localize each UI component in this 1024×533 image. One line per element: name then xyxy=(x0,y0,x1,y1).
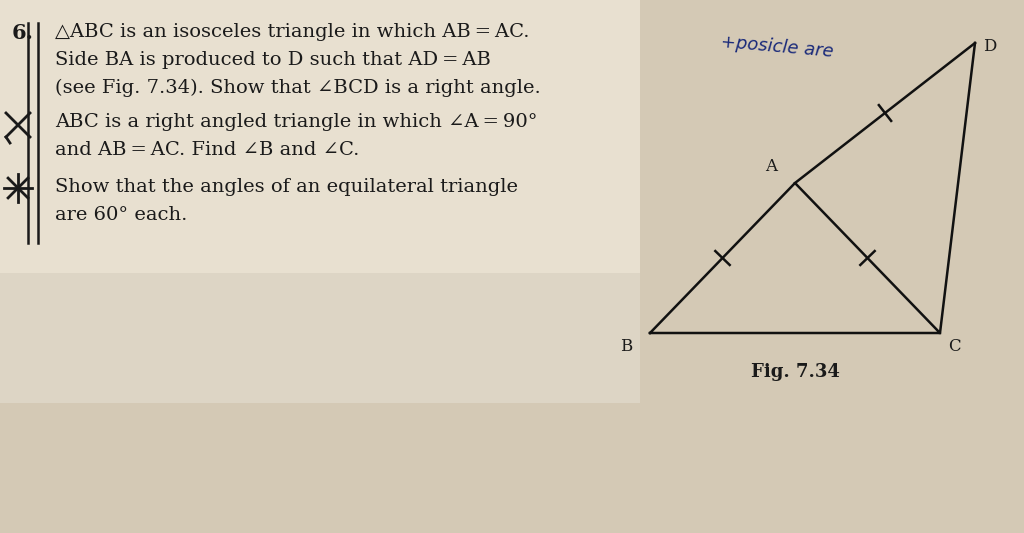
Text: (see Fig. 7.34). Show that ∠BCD is a right angle.: (see Fig. 7.34). Show that ∠BCD is a rig… xyxy=(55,79,541,97)
Text: D: D xyxy=(983,38,996,55)
Text: C: C xyxy=(948,338,961,355)
Text: ABC is a right angled triangle in which ∠A = 90°: ABC is a right angled triangle in which … xyxy=(55,113,538,131)
Text: are 60° each.: are 60° each. xyxy=(55,206,187,224)
Text: and AB = AC. Find ∠B and ∠C.: and AB = AC. Find ∠B and ∠C. xyxy=(55,141,359,159)
Text: Side BA is produced to D such that AD = AB: Side BA is produced to D such that AD = … xyxy=(55,51,490,69)
Bar xyxy=(0,0,640,273)
Bar xyxy=(0,273,640,403)
Text: +posicle are: +posicle are xyxy=(720,33,835,61)
Text: △ABC is an isosceles triangle in which AB = AC.: △ABC is an isosceles triangle in which A… xyxy=(55,23,529,41)
Text: Fig. 7.34: Fig. 7.34 xyxy=(751,363,840,381)
Text: 6.: 6. xyxy=(12,23,34,43)
Text: A: A xyxy=(765,158,777,175)
Text: B: B xyxy=(620,338,632,355)
Text: Show that the angles of an equilateral triangle: Show that the angles of an equilateral t… xyxy=(55,178,518,196)
